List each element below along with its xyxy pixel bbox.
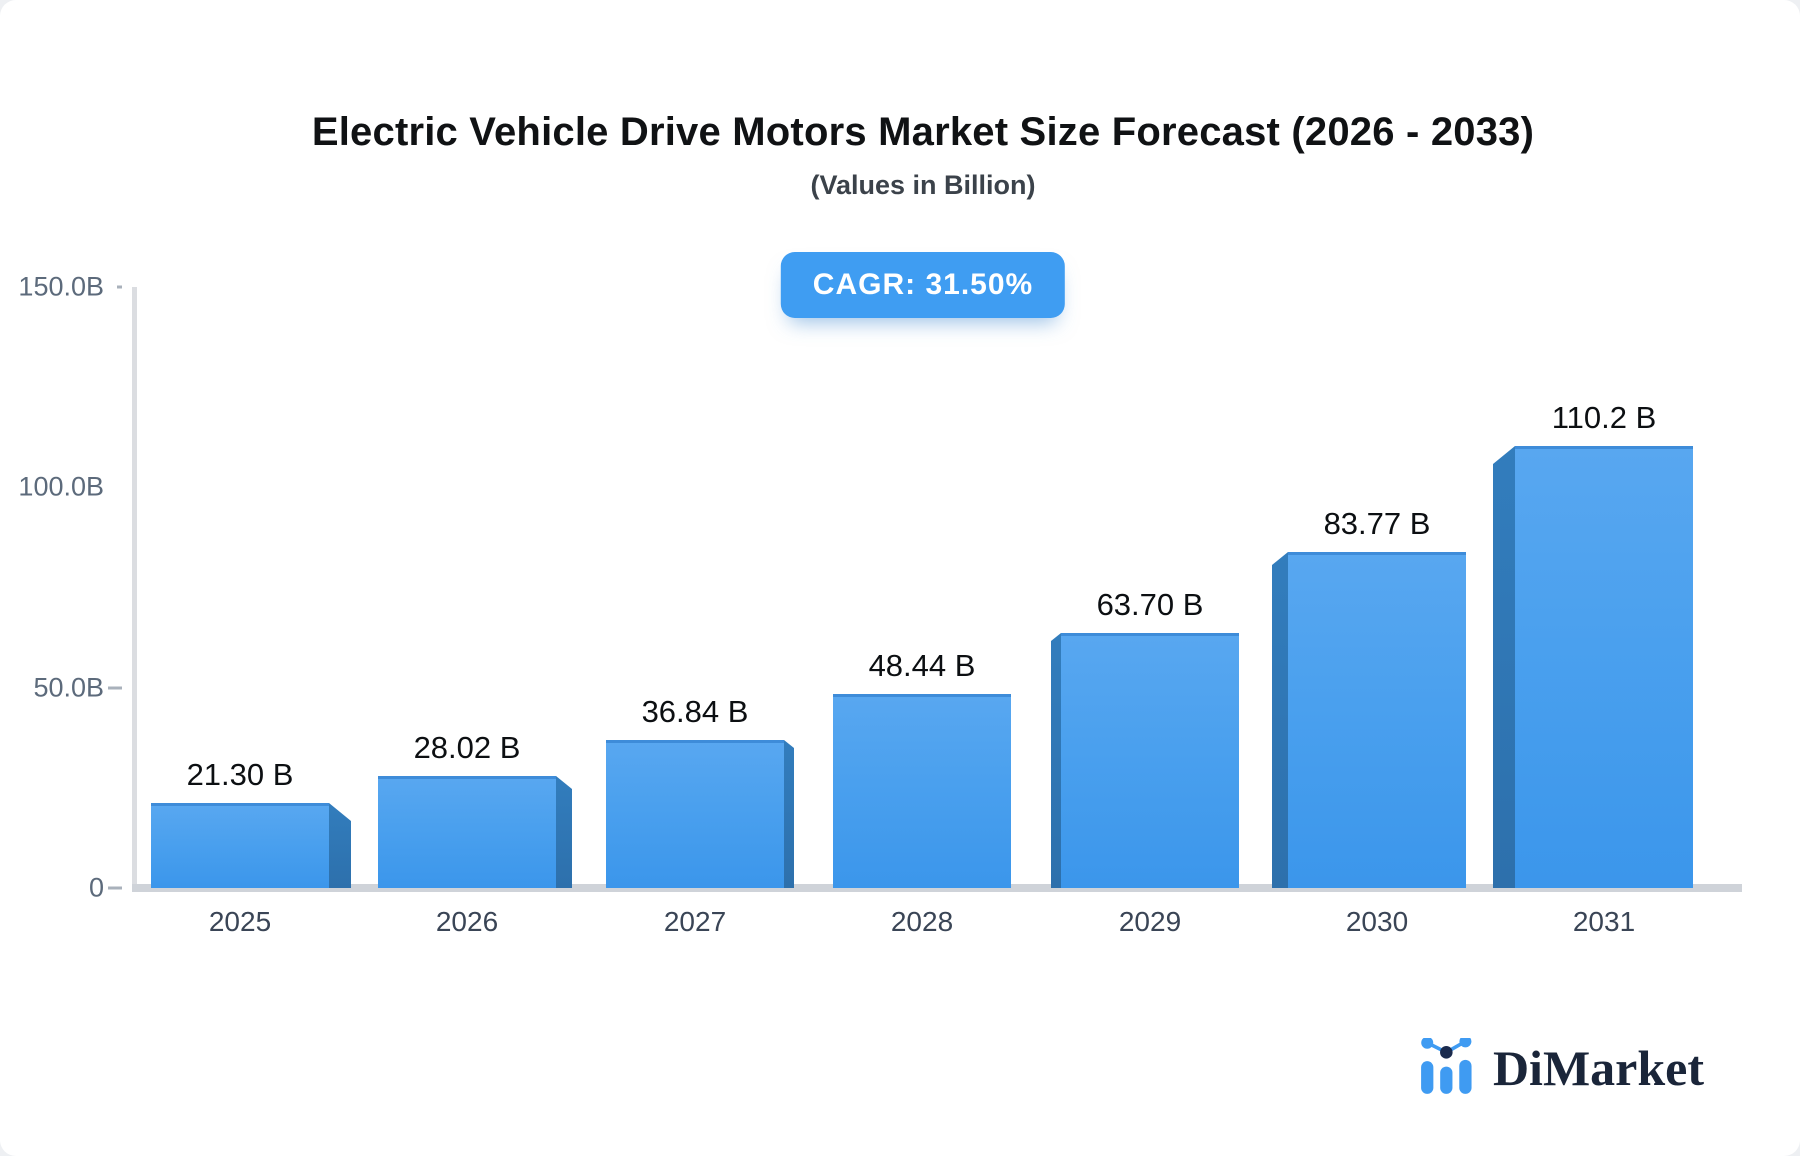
x-axis-label-2026: 2026 (435, 906, 499, 937)
bar-3d-side (1493, 446, 1515, 888)
bar-3d-side (1051, 633, 1061, 888)
x-axis-label-2031: 2031 (1572, 906, 1636, 937)
y-axis-tick-label: 150.0B (18, 271, 104, 302)
bar-value-label: 63.70 B (1096, 587, 1204, 622)
y-axis-tick-label: 0 (88, 872, 104, 903)
bar-line-chart-icon (1421, 1038, 1472, 1094)
x-axis-label-2027: 2027 (663, 906, 727, 937)
bar-2029[interactable] (1061, 633, 1239, 888)
y-axis-tick-label: 50.0B (33, 672, 104, 703)
bar-value-label: 110.2 B (1551, 400, 1657, 435)
bar-2025[interactable] (151, 803, 329, 888)
bar-3d-side (784, 740, 794, 888)
x-axis-label-2028: 2028 (890, 906, 954, 937)
y-axis-tick-label: 100.0B (18, 471, 104, 502)
bar-value-label: 21.30 B (186, 757, 294, 792)
bar-value-label: 28.02 B (413, 730, 521, 765)
bar-3d-side (1272, 552, 1288, 888)
bar-3d-side (329, 803, 351, 888)
chart-subtitle: (Values in Billion) (810, 170, 1036, 200)
x-axis-label-2025: 2025 (208, 906, 272, 937)
cagr-badge: CAGR: 31.50% (780, 252, 1066, 318)
y-axis-line (132, 287, 137, 888)
y-axis-tick-mark (108, 886, 122, 890)
y-axis-tick-mark (117, 285, 122, 289)
logo-dark-dot (1439, 1046, 1453, 1059)
bar-2026[interactable] (378, 776, 556, 888)
bar-value-label: 36.84 B (641, 694, 749, 729)
dimarket-logo: DiMarket (1415, 1038, 1704, 1098)
chart-title: Electric Vehicle Drive Motors Market Siz… (311, 110, 1535, 154)
bar-value-label: 83.77 B (1323, 506, 1431, 541)
bar-value-label: 48.44 B (868, 648, 976, 683)
bar-3d-side (556, 776, 572, 888)
x-axis-baseline (132, 884, 1742, 892)
bar-2027[interactable] (606, 740, 784, 888)
x-axis-label-2029: 2029 (1118, 906, 1182, 937)
x-axis-label-2030: 2030 (1345, 906, 1409, 937)
bar-2030[interactable] (1288, 552, 1466, 888)
bar-2028[interactable] (833, 694, 1011, 888)
dimarket-logo-text: DiMarket (1492, 1040, 1704, 1096)
y-axis-tick-mark (108, 686, 122, 690)
bar-2031[interactable] (1515, 446, 1693, 888)
